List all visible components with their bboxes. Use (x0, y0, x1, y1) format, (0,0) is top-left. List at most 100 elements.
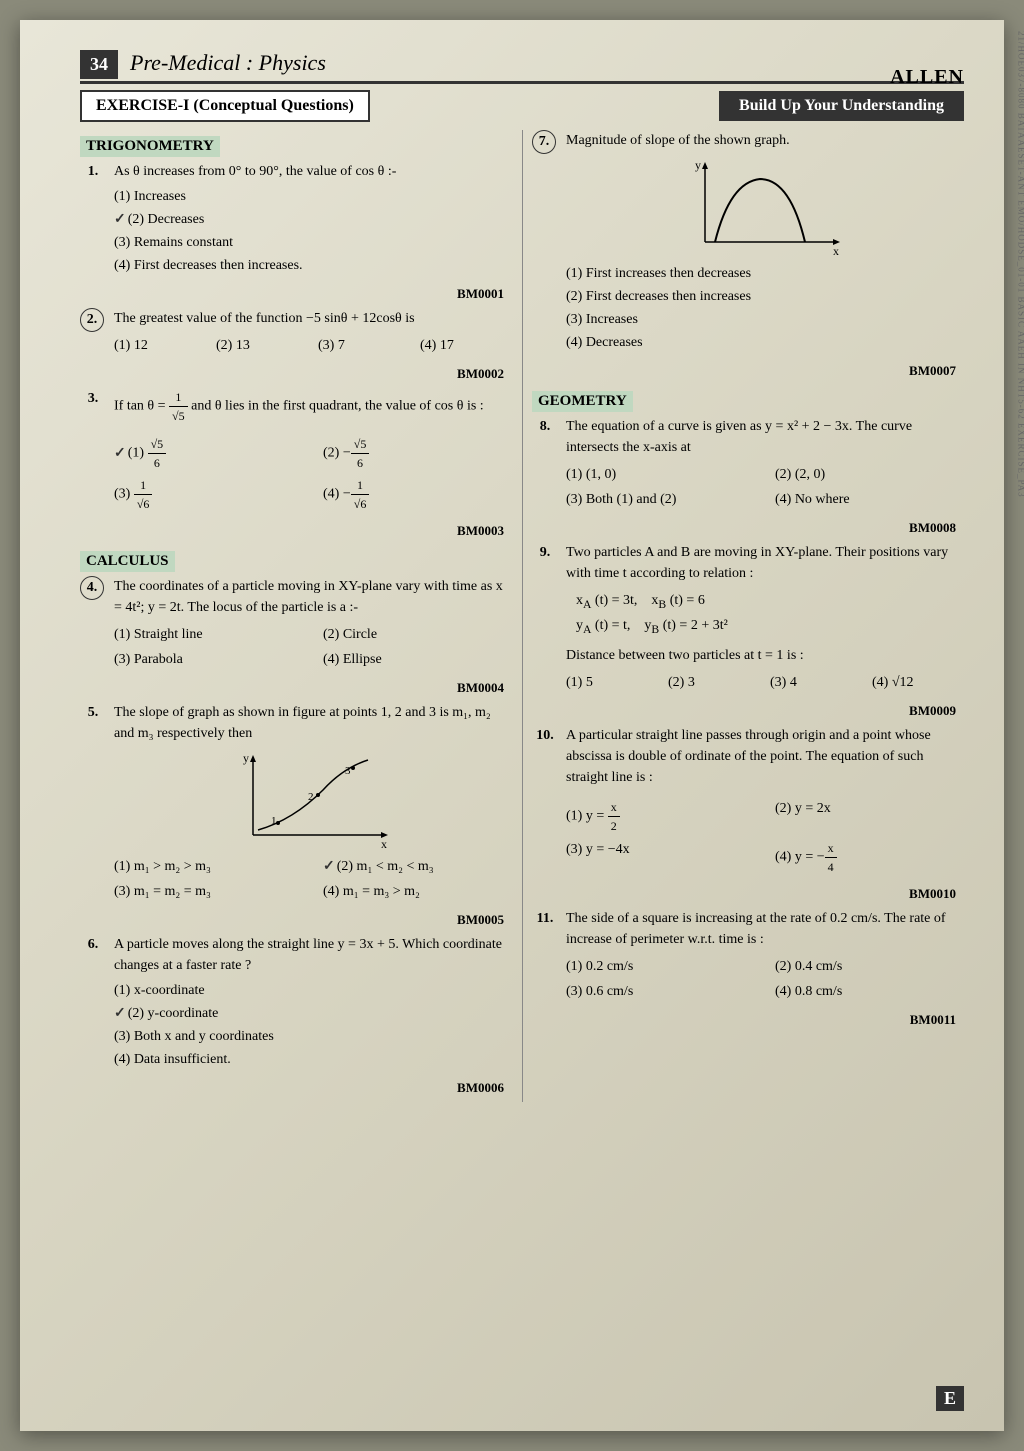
q8-opt3: (3) Both (1) and (2) (566, 489, 755, 510)
page-header: 34 Pre-Medical : Physics (80, 50, 964, 84)
q10-opt4: (4) y = −x4 (775, 839, 964, 876)
q8-opt2: (2) (2, 0) (775, 464, 964, 485)
svg-text:x: x (381, 837, 387, 850)
q11-opt1: (1) 0.2 cm/s (566, 956, 755, 977)
question-9: 9. Two particles A and B are moving in X… (532, 542, 964, 693)
q7-options: (1) First increases then decreases (2) F… (566, 263, 964, 353)
exercise-label: EXERCISE-I (Conceptual Questions) (80, 90, 370, 122)
q7-graph: y x (685, 157, 845, 257)
question-5: 5. The slope of graph as shown in figure… (80, 702, 512, 902)
q9-text2: Distance between two particles at t = 1 … (566, 645, 964, 666)
svg-text:x: x (833, 244, 839, 257)
q2-options: (1) 12 (2) 13 (3) 7 (4) 17 (114, 335, 512, 356)
q5-text: The slope of graph as shown in figure at… (114, 705, 491, 741)
q8-options: (1) (1, 0) (2) (2, 0) (3) Both (1) and (… (566, 464, 964, 510)
q10-opt2: (2) y = 2x (775, 798, 964, 835)
q6-opt2: (2) y-coordinate (114, 1003, 512, 1024)
svg-text:2: 2 (308, 791, 314, 803)
q9-text: Two particles A and B are moving in XY-p… (566, 545, 948, 581)
q4-opt1: (1) Straight line (114, 624, 303, 645)
question-1: 1. As θ increases from 0° to 90°, the va… (80, 161, 512, 276)
q4-opt3: (3) Parabola (114, 649, 303, 670)
q3-text-b: and θ lies in the first quadrant, the va… (191, 399, 484, 414)
footer-badge: E (936, 1386, 964, 1411)
q7-opt3: (3) Increases (566, 309, 964, 330)
q6-text: A particle moves along the straight line… (114, 937, 502, 973)
question-3: 3. If tan θ = 1√5 and θ lies in the firs… (80, 388, 512, 513)
q2-number: 2. (80, 308, 104, 332)
brand-logo: ALLEN (890, 66, 964, 89)
q3-opt2: (2) −√56 (323, 435, 512, 472)
q2-opt4: (4) 17 (420, 335, 512, 356)
content-columns: TRIGONOMETRY 1. As θ increases from 0° t… (80, 130, 964, 1102)
q4-number: 4. (80, 576, 104, 600)
code-bm0009: BM0009 (532, 703, 956, 719)
q10-text: A particular straight line passes throug… (566, 728, 931, 785)
q9-number: 9. (532, 542, 558, 563)
q4-opt2: (2) Circle (323, 624, 512, 645)
q7-text: Magnitude of slope of the shown graph. (566, 133, 790, 148)
code-bm0006: BM0006 (80, 1080, 504, 1096)
q5-opt2: (2) m₁ < m₂ < m₃ (323, 856, 512, 877)
code-bm0008: BM0008 (532, 520, 956, 536)
q8-number: 8. (532, 416, 558, 437)
page-number-badge: 34 (80, 50, 118, 79)
q6-opt4: (4) Data insufficient. (114, 1049, 512, 1070)
q11-number: 11. (532, 908, 558, 929)
q8-opt4: (4) No where (775, 489, 964, 510)
q7-graph-svg: y x (685, 157, 845, 257)
q3-options: (1) √56 (2) −√56 (3) 1√6 (4) −1√6 (114, 435, 512, 513)
build-up-banner: Build Up Your Understanding (719, 91, 964, 121)
q1-opt4: (4) First decreases then increases. (114, 255, 512, 276)
q3-opt3: (3) 1√6 (114, 476, 303, 513)
q5-number: 5. (80, 702, 106, 723)
q11-opt4: (4) 0.8 cm/s (775, 981, 964, 1002)
page: 34 Pre-Medical : Physics EXERCISE-I (Con… (20, 20, 1004, 1431)
q9-opt1: (1) 5 (566, 672, 658, 693)
side-reference-text: 21/HOE037-8080 BATAAESET-ANT EMO/HODSE_0… (1017, 30, 1024, 497)
q11-opt3: (3) 0.6 cm/s (566, 981, 755, 1002)
q2-text: The greatest value of the function −5 si… (114, 311, 415, 326)
q1-opt3: (3) Remains constant (114, 232, 512, 253)
section-geometry: GEOMETRY (532, 391, 633, 412)
exercise-bar: EXERCISE-I (Conceptual Questions) ALLEN … (80, 90, 964, 122)
q11-opt2: (2) 0.4 cm/s (775, 956, 964, 977)
q5-opt3: (3) m₁ = m₂ = m₃ (114, 881, 303, 902)
q6-opt1: (1) x-coordinate (114, 980, 512, 1001)
code-bm0001: BM0001 (80, 286, 504, 302)
q4-options: (1) Straight line (2) Circle (3) Parabol… (114, 624, 512, 670)
question-10: 10. A particular straight line passes th… (532, 725, 964, 876)
q5-opt1: (1) m₁ > m₂ > m₃ (114, 856, 303, 877)
q5-opt4: (4) m₁ = m₃ > m₂ (323, 881, 512, 902)
q11-text: The side of a square is increasing at th… (566, 911, 946, 947)
question-6: 6. A particle moves along the straight l… (80, 934, 512, 1070)
q2-opt1: (1) 12 (114, 335, 206, 356)
q3-number: 3. (80, 388, 106, 409)
q1-opt1: (1) Increases (114, 186, 512, 207)
q1-number: 1. (80, 161, 106, 182)
q1-opt2: (2) Decreases (114, 209, 512, 230)
q6-number: 6. (80, 934, 106, 955)
svg-text:y: y (243, 751, 249, 765)
svg-text:y: y (695, 158, 701, 172)
q5-graph: y x 1 2 3 (233, 750, 393, 850)
q3-opt4: (4) −1√6 (323, 476, 512, 513)
code-bm0010: BM0010 (532, 886, 956, 902)
q2-opt2: (2) 13 (216, 335, 308, 356)
q4-opt4: (4) Ellipse (323, 649, 512, 670)
q10-options: (1) y = x2 (2) y = 2x (3) y = −4x (4) y … (566, 798, 964, 876)
q1-text: As θ increases from 0° to 90°, the value… (114, 164, 396, 179)
q9-opt4: (4) √12 (872, 672, 964, 693)
q7-opt2: (2) First decreases then increases (566, 286, 964, 307)
q3-fraction: 1√5 (169, 388, 188, 425)
q4-text: The coordinates of a particle moving in … (114, 579, 503, 615)
q9-options: (1) 5 (2) 3 (3) 4 (4) √12 (566, 672, 964, 693)
q6-opt3: (3) Both x and y coordinates (114, 1026, 512, 1047)
code-bm0003: BM0003 (80, 523, 504, 539)
q5-graph-svg: y x 1 2 3 (233, 750, 393, 850)
code-bm0005: BM0005 (80, 912, 504, 928)
code-bm0004: BM0004 (80, 680, 504, 696)
code-bm0007: BM0007 (532, 363, 956, 379)
left-column: TRIGONOMETRY 1. As θ increases from 0° t… (80, 130, 512, 1102)
q9-opt2: (2) 3 (668, 672, 760, 693)
